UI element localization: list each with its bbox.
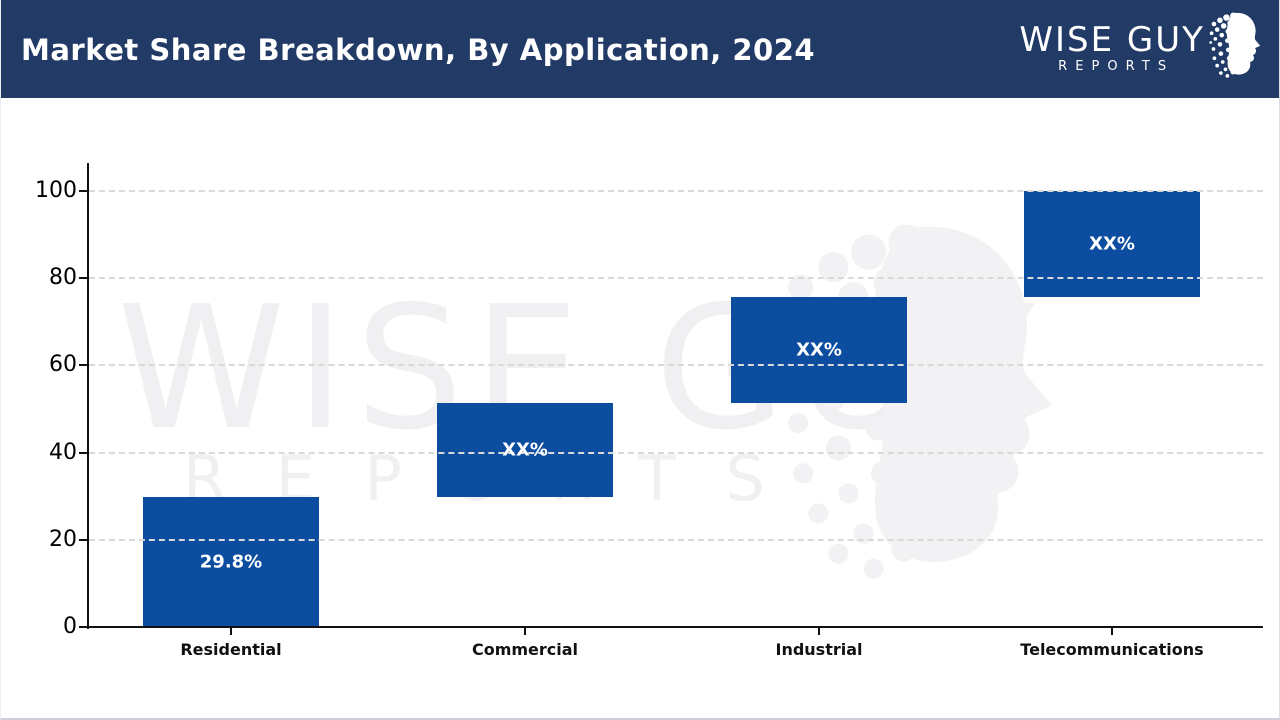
- x-axis-line: [87, 626, 1263, 628]
- y-tick-mark: [79, 277, 88, 280]
- y-tick-mark: [79, 538, 88, 541]
- logo-wordmark-block: WISE GUY REPORTS: [1019, 23, 1205, 74]
- x-tick-mark: [818, 628, 820, 635]
- chart-title: Market Share Breakdown, By Application, …: [21, 33, 816, 67]
- y-tick-label: 80: [49, 265, 77, 291]
- bar-value-label: XX%: [796, 339, 842, 361]
- bar-telecommunications: [1024, 191, 1200, 298]
- x-tick-mark: [230, 628, 232, 635]
- bar-value-label: 29.8%: [199, 551, 263, 573]
- x-tick-label-commercial: Commercial: [471, 640, 579, 659]
- gridline-80: [89, 277, 1263, 280]
- gridline-20: [89, 538, 1263, 541]
- bar-commercial: [437, 402, 613, 498]
- y-tick-label: 100: [35, 178, 77, 203]
- bar-value-label: XX%: [502, 439, 548, 461]
- gridline-100: [89, 190, 1263, 192]
- gridline-60: [89, 364, 1263, 367]
- bar-residential: [143, 497, 319, 627]
- y-tick-mark: [79, 626, 88, 628]
- y-tick-label: 0: [63, 614, 77, 639]
- bar-value-label: XX%: [1089, 233, 1135, 255]
- x-tick-mark: [1111, 628, 1113, 635]
- logo-wordmark: WISE GUY: [1019, 20, 1205, 61]
- y-tick-label: 20: [49, 526, 77, 552]
- y-tick-mark: [79, 451, 88, 454]
- y-tick-label: 60: [49, 352, 77, 378]
- header-banner: Market Share Breakdown, By Application, …: [1, 0, 1279, 98]
- x-tick-mark: [524, 628, 526, 635]
- y-tick-label: 40: [49, 439, 77, 465]
- x-tick-label-industrial: Industrial: [775, 640, 863, 659]
- x-tick-label-residential: Residential: [180, 640, 282, 659]
- y-axis-line: [87, 163, 89, 629]
- y-tick-mark: [79, 364, 88, 367]
- brand-logo: WISE GUY REPORTS: [1019, 10, 1267, 88]
- x-tick-label-telecommunications: Telecommunications: [1020, 640, 1204, 659]
- y-tick-mark: [79, 190, 88, 192]
- logo-subtext: REPORTS: [1058, 59, 1175, 75]
- bar-industrial: [731, 297, 907, 403]
- gridline-40: [89, 451, 1263, 454]
